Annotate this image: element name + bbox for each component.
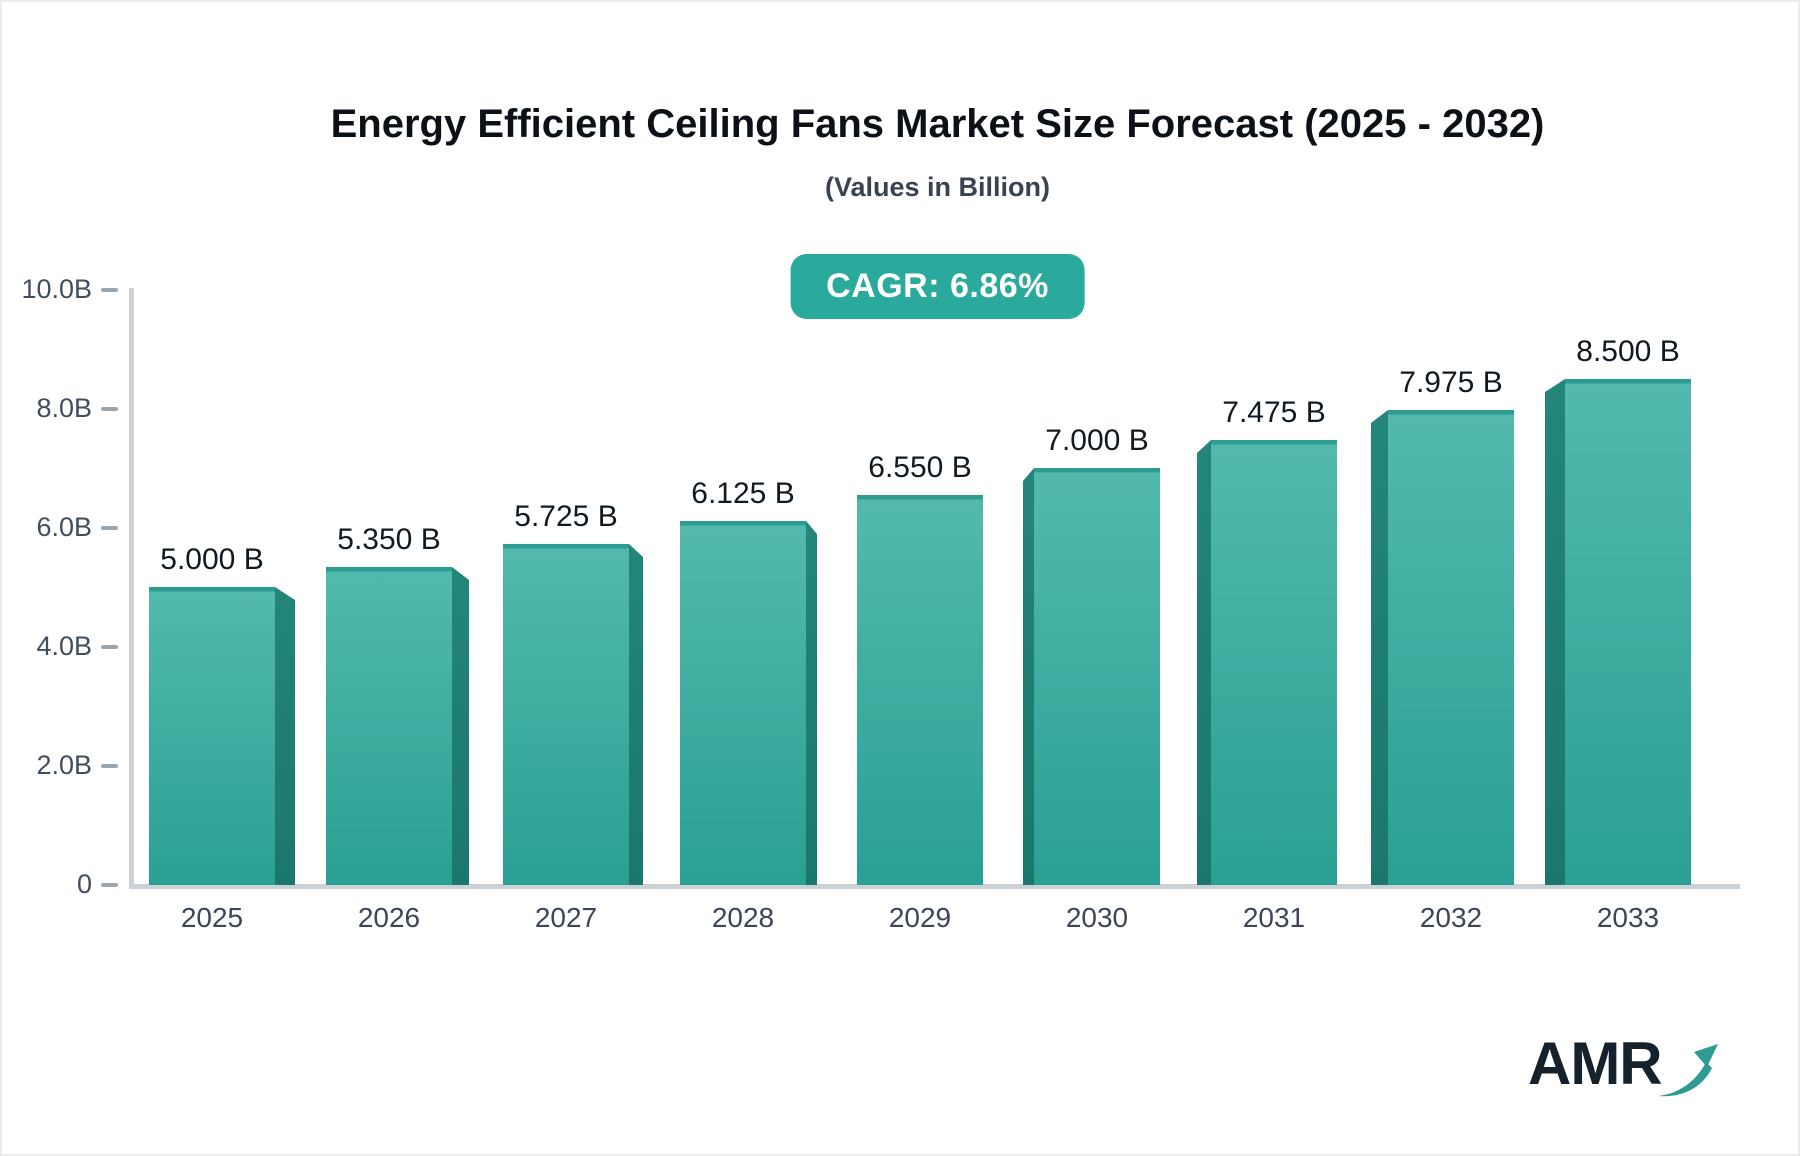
bar-side-face-2026 [452, 567, 469, 885]
bar-side-face-2033 [1545, 379, 1565, 885]
x-axis-label-2030: 2030 [1065, 902, 1129, 933]
y-axis-tick-label: 10.0B [21, 274, 92, 304]
y-axis-line [129, 288, 134, 887]
x-axis-label-2032: 2032 [1419, 902, 1483, 933]
y-axis-tick-label: 6.0B [36, 512, 92, 542]
y-axis-tick-label: 2.0B [36, 750, 92, 780]
cagr-badge: CAGR: 6.86% [790, 254, 1085, 319]
x-axis-line [129, 884, 1740, 889]
amr-logo-text: AMR [1528, 1030, 1663, 1097]
y-axis-tick [101, 407, 118, 411]
bar-2030 [1034, 468, 1160, 885]
bar-side-face-2031 [1197, 440, 1211, 885]
x-axis-label-2025: 2025 [180, 902, 244, 933]
chart-subtitle: (Values in Billion) [824, 172, 1051, 202]
bar-value-label-2030: 7.000 B [1045, 424, 1149, 457]
bar-value-label-2027: 5.725 B [514, 500, 618, 533]
y-axis-tick [101, 288, 118, 292]
bar-value-label-2028: 6.125 B [691, 477, 795, 510]
bar-value-label-2029: 6.550 B [868, 451, 972, 484]
bar-2025 [149, 587, 275, 885]
amr-logo-arrow-icon [1657, 1044, 1718, 1097]
x-axis-label-2031: 2031 [1242, 902, 1306, 933]
bar-value-label-2026: 5.350 B [337, 523, 441, 556]
x-axis-label-2026: 2026 [357, 902, 421, 933]
bar-side-face-2027 [629, 544, 643, 885]
x-axis-label-2028: 2028 [711, 902, 775, 933]
y-axis-tick-label: 8.0B [36, 393, 92, 423]
bar-2028 [680, 521, 806, 885]
bar-side-face-2025 [275, 587, 295, 885]
x-axis-label-2027: 2027 [534, 902, 598, 933]
bar-2031 [1211, 440, 1337, 885]
y-axis-tick [101, 883, 118, 887]
x-axis-label-2029: 2029 [888, 902, 952, 933]
bar-2029 [857, 495, 983, 885]
bar-side-face-2030 [1023, 468, 1034, 885]
bar-side-face-2032 [1371, 410, 1388, 885]
y-axis-tick [101, 764, 118, 768]
bar-2033 [1565, 379, 1691, 885]
amr-logo: AMR [1528, 1032, 1720, 1100]
bar-value-label-2025: 5.000 B [160, 543, 264, 576]
y-axis-tick-label: 4.0B [36, 631, 92, 661]
bar-value-label-2032: 7.975 B [1399, 366, 1503, 399]
bar-side-face-2028 [806, 521, 817, 885]
bar-2032 [1388, 410, 1514, 885]
bar-value-label-2031: 7.475 B [1222, 396, 1326, 429]
x-axis-label-2033: 2033 [1596, 902, 1660, 933]
bar-2027 [503, 544, 629, 885]
y-axis-tick [101, 526, 118, 530]
y-axis-tick-label: 0 [76, 869, 92, 899]
bar-value-label-2033: 8.500 B [1576, 335, 1680, 368]
bar-2026 [326, 567, 452, 885]
chart-title: Energy Efficient Ceiling Fans Market Siz… [330, 102, 1545, 146]
y-axis-tick [101, 645, 118, 649]
